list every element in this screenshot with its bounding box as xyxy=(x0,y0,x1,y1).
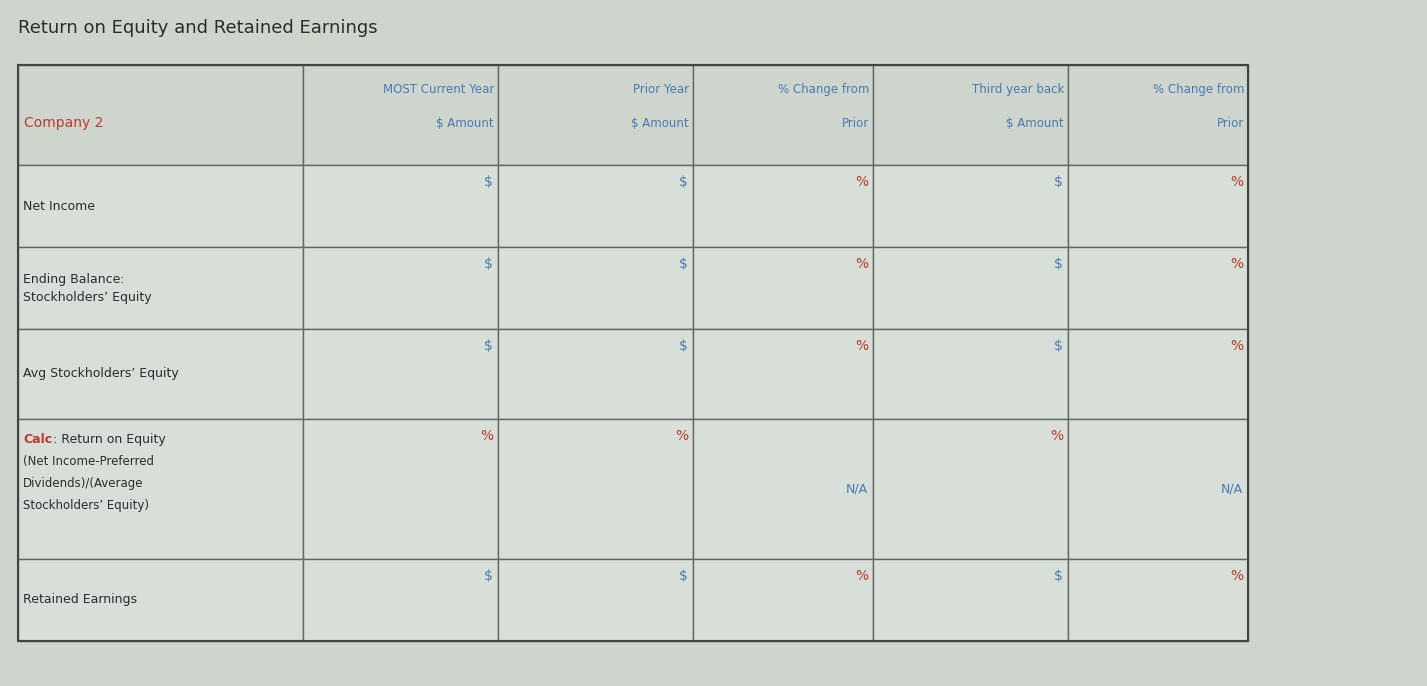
Text: (Net Income-Preferred: (Net Income-Preferred xyxy=(23,455,154,468)
Text: MOST Current Year: MOST Current Year xyxy=(382,83,494,96)
Text: $: $ xyxy=(484,569,492,583)
Bar xyxy=(19,65,1249,641)
Text: $: $ xyxy=(1055,257,1063,271)
Text: $: $ xyxy=(484,175,492,189)
Bar xyxy=(498,419,694,559)
Bar xyxy=(303,419,498,559)
Text: $ Amount: $ Amount xyxy=(631,117,689,130)
Bar xyxy=(873,165,1067,247)
Text: $: $ xyxy=(1055,175,1063,189)
Bar xyxy=(873,559,1067,641)
Text: %: % xyxy=(855,339,868,353)
Text: %: % xyxy=(1230,569,1243,583)
Bar xyxy=(1067,419,1249,559)
Text: Avg Stockholders’ Equity: Avg Stockholders’ Equity xyxy=(23,368,178,381)
Text: Prior Year: Prior Year xyxy=(634,83,689,96)
Bar xyxy=(1067,559,1249,641)
Text: % Change from: % Change from xyxy=(778,83,869,96)
Text: %: % xyxy=(675,429,688,443)
Bar xyxy=(498,559,694,641)
Text: Dividends)/(Average: Dividends)/(Average xyxy=(23,477,144,490)
Bar xyxy=(498,247,694,329)
Text: Retained Earnings: Retained Earnings xyxy=(23,593,137,606)
Bar xyxy=(694,247,873,329)
Bar xyxy=(19,329,303,419)
Text: $: $ xyxy=(484,339,492,353)
Bar xyxy=(19,165,303,247)
Bar xyxy=(694,165,873,247)
Bar xyxy=(694,65,873,165)
Text: N/A: N/A xyxy=(846,482,868,495)
Bar xyxy=(873,65,1067,165)
Text: $: $ xyxy=(1055,339,1063,353)
Text: % Change from: % Change from xyxy=(1153,83,1244,96)
Bar xyxy=(1067,65,1249,165)
Bar xyxy=(19,247,303,329)
Text: $: $ xyxy=(679,569,688,583)
Text: : Return on Equity: : Return on Equity xyxy=(53,433,166,446)
Text: $ Amount: $ Amount xyxy=(1006,117,1065,130)
Text: $: $ xyxy=(679,257,688,271)
Text: Prior: Prior xyxy=(1217,117,1244,130)
Text: Ending Balance:
Stockholders’ Equity: Ending Balance: Stockholders’ Equity xyxy=(23,272,151,303)
Bar xyxy=(694,329,873,419)
Text: Prior: Prior xyxy=(842,117,869,130)
Bar xyxy=(498,65,694,165)
Text: $: $ xyxy=(484,257,492,271)
Text: Stockholders’ Equity): Stockholders’ Equity) xyxy=(23,499,148,512)
Text: Company 2: Company 2 xyxy=(24,116,103,130)
Bar xyxy=(19,559,303,641)
Text: $: $ xyxy=(679,339,688,353)
Bar xyxy=(694,559,873,641)
Text: Third year back: Third year back xyxy=(972,83,1065,96)
Bar xyxy=(303,247,498,329)
Text: %: % xyxy=(1050,429,1063,443)
Bar xyxy=(873,247,1067,329)
Text: N/A: N/A xyxy=(1222,482,1243,495)
Text: Return on Equity and Retained Earnings: Return on Equity and Retained Earnings xyxy=(19,19,378,37)
Text: %: % xyxy=(855,569,868,583)
Text: $ Amount: $ Amount xyxy=(437,117,494,130)
Text: %: % xyxy=(1230,257,1243,271)
Bar xyxy=(19,419,303,559)
Bar xyxy=(1067,247,1249,329)
Bar xyxy=(694,419,873,559)
Bar xyxy=(873,329,1067,419)
Bar xyxy=(303,559,498,641)
Text: %: % xyxy=(855,175,868,189)
Bar xyxy=(303,329,498,419)
Bar xyxy=(1067,165,1249,247)
Text: %: % xyxy=(1230,339,1243,353)
Text: $: $ xyxy=(1055,569,1063,583)
Bar xyxy=(1067,329,1249,419)
Text: %: % xyxy=(479,429,492,443)
Bar xyxy=(303,65,498,165)
Bar xyxy=(19,65,303,165)
Bar xyxy=(498,329,694,419)
Text: Calc: Calc xyxy=(23,433,53,446)
Bar xyxy=(498,165,694,247)
Bar xyxy=(873,419,1067,559)
Text: $: $ xyxy=(679,175,688,189)
Text: %: % xyxy=(855,257,868,271)
Text: Net Income: Net Income xyxy=(23,200,96,213)
Text: %: % xyxy=(1230,175,1243,189)
Bar xyxy=(303,165,498,247)
